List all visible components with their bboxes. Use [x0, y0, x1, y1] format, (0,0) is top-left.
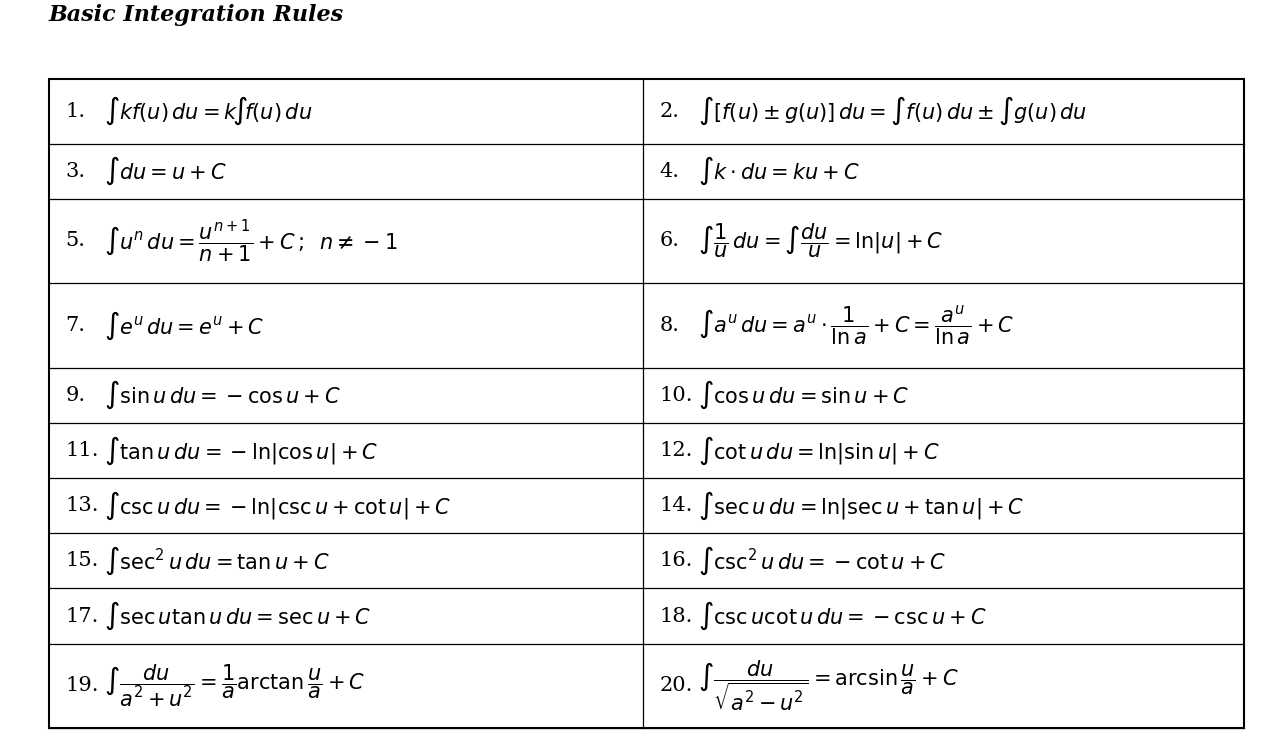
Text: $\int \cos u\,du = \sin u + C$: $\int \cos u\,du = \sin u + C$ — [698, 379, 909, 411]
Text: 8.: 8. — [659, 316, 680, 335]
Bar — [49, 79, 1244, 728]
Text: 2.: 2. — [659, 102, 680, 121]
Text: 19.: 19. — [65, 676, 99, 695]
Text: 15.: 15. — [65, 551, 99, 570]
Text: $\int \dfrac{1}{u}\,du = \int \dfrac{du}{u} = \ln|u| + C$: $\int \dfrac{1}{u}\,du = \int \dfrac{du}… — [698, 222, 943, 260]
Text: $\int \sec^2 u\,du = \tan u + C$: $\int \sec^2 u\,du = \tan u + C$ — [104, 545, 329, 577]
Text: $\int k\cdot du = ku + C$: $\int k\cdot du = ku + C$ — [698, 155, 859, 187]
Text: $\int \csc^2 u\,du = -\cot u + C$: $\int \csc^2 u\,du = -\cot u + C$ — [698, 545, 946, 577]
Text: 1.: 1. — [65, 102, 86, 121]
Text: $\int [f(u)\pm g(u)]\,du = \int f(u)\,du \pm \int g(u)\,du$: $\int [f(u)\pm g(u)]\,du = \int f(u)\,du… — [698, 95, 1087, 127]
Text: $\int \sin u\,du = -\cos u + C$: $\int \sin u\,du = -\cos u + C$ — [104, 379, 340, 411]
Text: $\int e^u\,du = e^u + C$: $\int e^u\,du = e^u + C$ — [104, 309, 264, 342]
Text: $\int a^u\,du = a^u \cdot \dfrac{1}{\ln a} + C = \dfrac{a^u}{\ln a} + C$: $\int a^u\,du = a^u \cdot \dfrac{1}{\ln … — [698, 303, 1014, 348]
Text: $\int \tan u\,du = -\ln|\cos u| + C$: $\int \tan u\,du = -\ln|\cos u| + C$ — [104, 434, 378, 467]
Text: $\int \cot u\,du = \ln|\sin u| + C$: $\int \cot u\,du = \ln|\sin u| + C$ — [698, 434, 940, 467]
Text: $\int kf(u)\,du = k\!\int\! f(u)\,du$: $\int kf(u)\,du = k\!\int\! f(u)\,du$ — [104, 95, 312, 127]
Text: 12.: 12. — [659, 441, 692, 460]
Text: 17.: 17. — [65, 607, 99, 625]
Text: $\int u^n\,du = \dfrac{u^{n+1}}{n+1} + C\,;\;\; n \neq -1$: $\int u^n\,du = \dfrac{u^{n+1}}{n+1} + C… — [104, 217, 397, 265]
Text: $\int \dfrac{du}{\sqrt{a^2 - u^2}} = \arcsin\dfrac{u}{a} + C$: $\int \dfrac{du}{\sqrt{a^2 - u^2}} = \ar… — [698, 659, 959, 713]
Text: 7.: 7. — [65, 316, 86, 335]
Text: $\int du = u + C$: $\int du = u + C$ — [104, 155, 227, 187]
Text: $\int \csc u\,du = -\ln|\csc u + \cot u| + C$: $\int \csc u\,du = -\ln|\csc u + \cot u|… — [104, 489, 451, 522]
Text: 18.: 18. — [659, 607, 692, 625]
Text: $\int \sec u\,du = \ln|\sec u + \tan u| + C$: $\int \sec u\,du = \ln|\sec u + \tan u| … — [698, 489, 1024, 522]
Text: 13.: 13. — [65, 496, 99, 515]
Text: 20.: 20. — [659, 676, 692, 695]
Text: 9.: 9. — [65, 386, 86, 404]
Text: 4.: 4. — [659, 162, 680, 181]
Text: 5.: 5. — [65, 231, 86, 250]
Text: Basic Integration Rules: Basic Integration Rules — [49, 4, 344, 26]
Text: 11.: 11. — [65, 441, 99, 460]
Text: $\int \sec u\tan u\,du = \sec u + C$: $\int \sec u\tan u\,du = \sec u + C$ — [104, 600, 371, 632]
Text: 6.: 6. — [659, 231, 680, 250]
Text: 14.: 14. — [659, 496, 692, 515]
Text: 16.: 16. — [659, 551, 692, 570]
Text: $\int \dfrac{du}{a^2 + u^2} = \dfrac{1}{a}\arctan\dfrac{u}{a} + C$: $\int \dfrac{du}{a^2 + u^2} = \dfrac{1}{… — [104, 663, 365, 709]
Text: $\int \csc u\cot u\,du = -\csc u + C$: $\int \csc u\cot u\,du = -\csc u + C$ — [698, 600, 986, 632]
Text: 10.: 10. — [659, 386, 692, 404]
Text: 3.: 3. — [65, 162, 86, 181]
